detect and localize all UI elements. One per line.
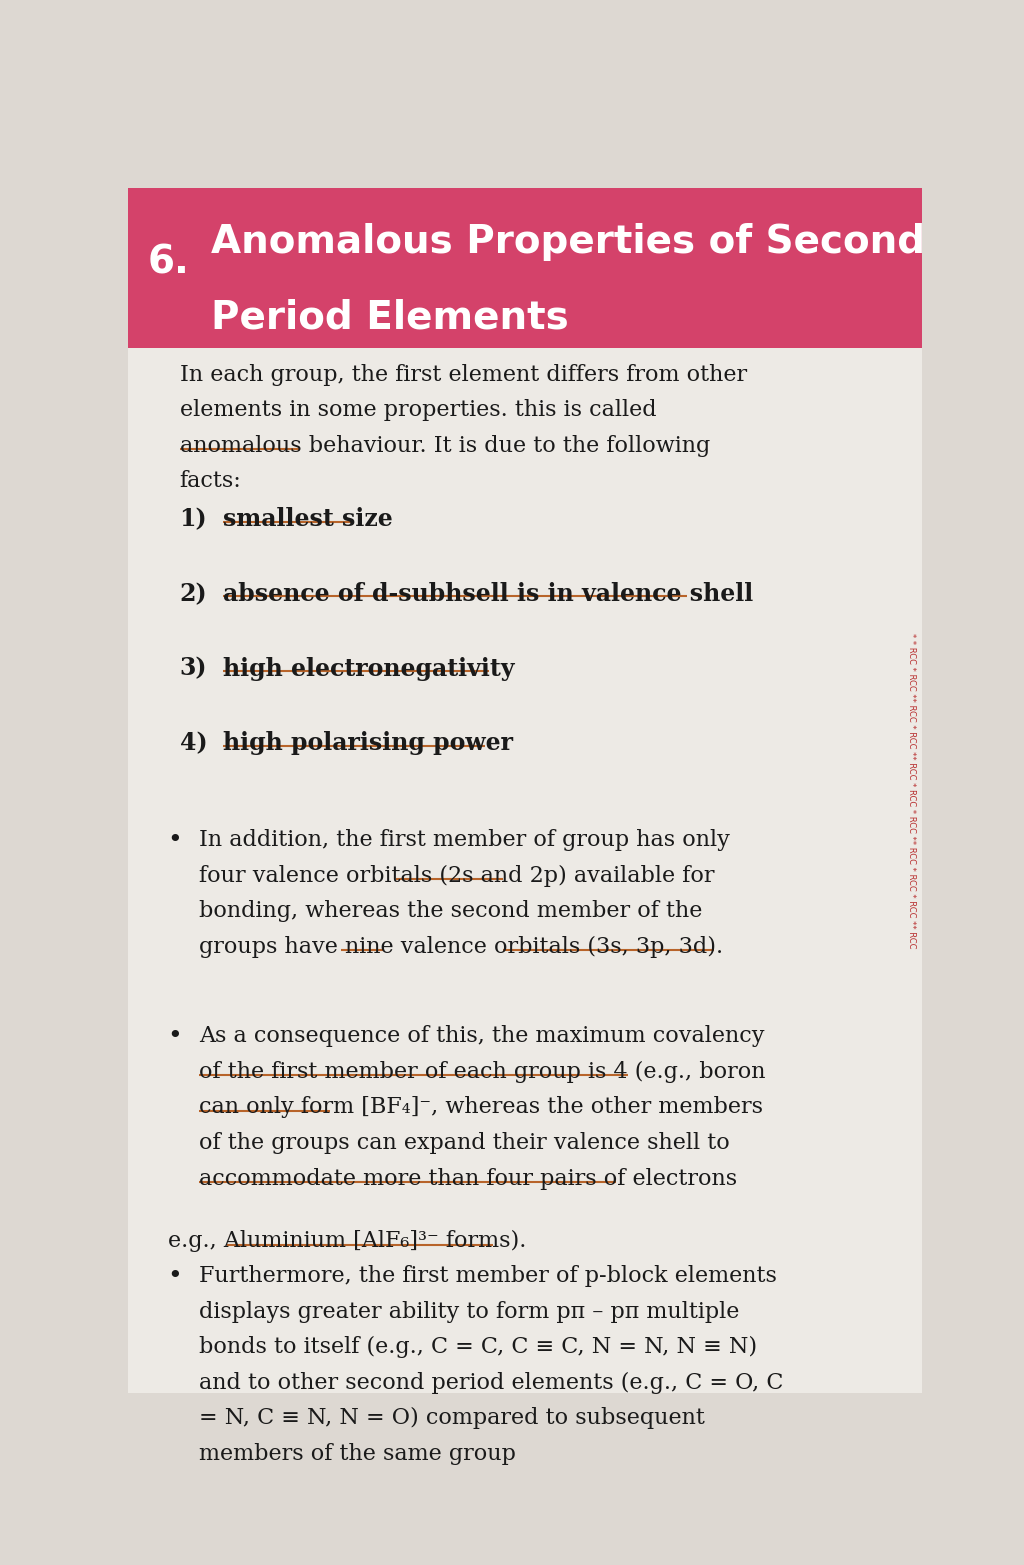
Text: In addition, the first member of group has only: In addition, the first member of group h… (200, 829, 730, 851)
Text: Anomalous Properties of Second: Anomalous Properties of Second (211, 224, 926, 261)
Text: facts:: facts: (179, 471, 242, 493)
Text: of the groups can expand their valence shell to: of the groups can expand their valence s… (200, 1131, 730, 1153)
Text: As a consequence of this, the maximum covalency: As a consequence of this, the maximum co… (200, 1025, 765, 1047)
Text: four valence orbitals (2s and 2p) available for: four valence orbitals (2s and 2p) availa… (200, 864, 715, 886)
Text: can only form [BF₄]⁻, whereas the other members: can only form [BF₄]⁻, whereas the other … (200, 1097, 764, 1119)
Text: = N, C ≡ N, N = O) compared to subsequent: = N, C ≡ N, N = O) compared to subsequen… (200, 1407, 706, 1429)
Text: 6.: 6. (147, 244, 189, 282)
Text: anomalous behaviour. It is due to the following: anomalous behaviour. It is due to the fo… (179, 435, 710, 457)
Text: 1): 1) (179, 507, 207, 531)
Text: e.g., Aluminium [AlF₆]³⁻ forms).: e.g., Aluminium [AlF₆]³⁻ forms). (168, 1230, 526, 1252)
Text: groups have nine valence orbitals (3s, 3p, 3d).: groups have nine valence orbitals (3s, 3… (200, 936, 724, 958)
Text: displays greater ability to form pπ – pπ multiple: displays greater ability to form pπ – pπ… (200, 1301, 739, 1322)
Text: 4): 4) (179, 731, 207, 756)
Text: In each group, the first element differs from other: In each group, the first element differs… (179, 363, 746, 385)
Text: 3): 3) (179, 657, 207, 681)
Text: of the first member of each group is 4 (e.g., boron: of the first member of each group is 4 (… (200, 1061, 766, 1083)
Text: bonds to itself (e.g., C = C, C ≡ C, N = N, N ≡ N): bonds to itself (e.g., C = C, C ≡ C, N =… (200, 1337, 758, 1358)
Text: •: • (168, 829, 182, 851)
Text: 2): 2) (179, 582, 207, 606)
Text: Period Elements: Period Elements (211, 299, 569, 336)
Text: •: • (168, 1025, 182, 1049)
Text: smallest size: smallest size (223, 507, 393, 531)
Text: •: • (168, 1265, 182, 1288)
FancyBboxPatch shape (128, 347, 922, 1393)
Text: * * RCC * RCC ** RCC * RCC ** RCC * RCC * RCC ** RCC * RCC * RCC ** RCC: * * RCC * RCC ** RCC * RCC ** RCC * RCC … (907, 632, 915, 948)
Text: high electronegativity: high electronegativity (223, 657, 515, 681)
Text: accommodate more than four pairs of electrons: accommodate more than four pairs of elec… (200, 1167, 737, 1189)
FancyBboxPatch shape (128, 188, 922, 347)
Text: and to other second period elements (e.g., C = O, C: and to other second period elements (e.g… (200, 1373, 783, 1394)
Text: members of the same group: members of the same group (200, 1443, 516, 1465)
Text: absence of d-subhsell is in valence shell: absence of d-subhsell is in valence shel… (223, 582, 754, 606)
Text: high polarising power: high polarising power (223, 731, 513, 756)
Text: bonding, whereas the second member of the: bonding, whereas the second member of th… (200, 900, 702, 922)
Text: elements in some properties. this is called: elements in some properties. this is cal… (179, 399, 656, 421)
Text: Furthermore, the first member of p-block elements: Furthermore, the first member of p-block… (200, 1265, 777, 1286)
